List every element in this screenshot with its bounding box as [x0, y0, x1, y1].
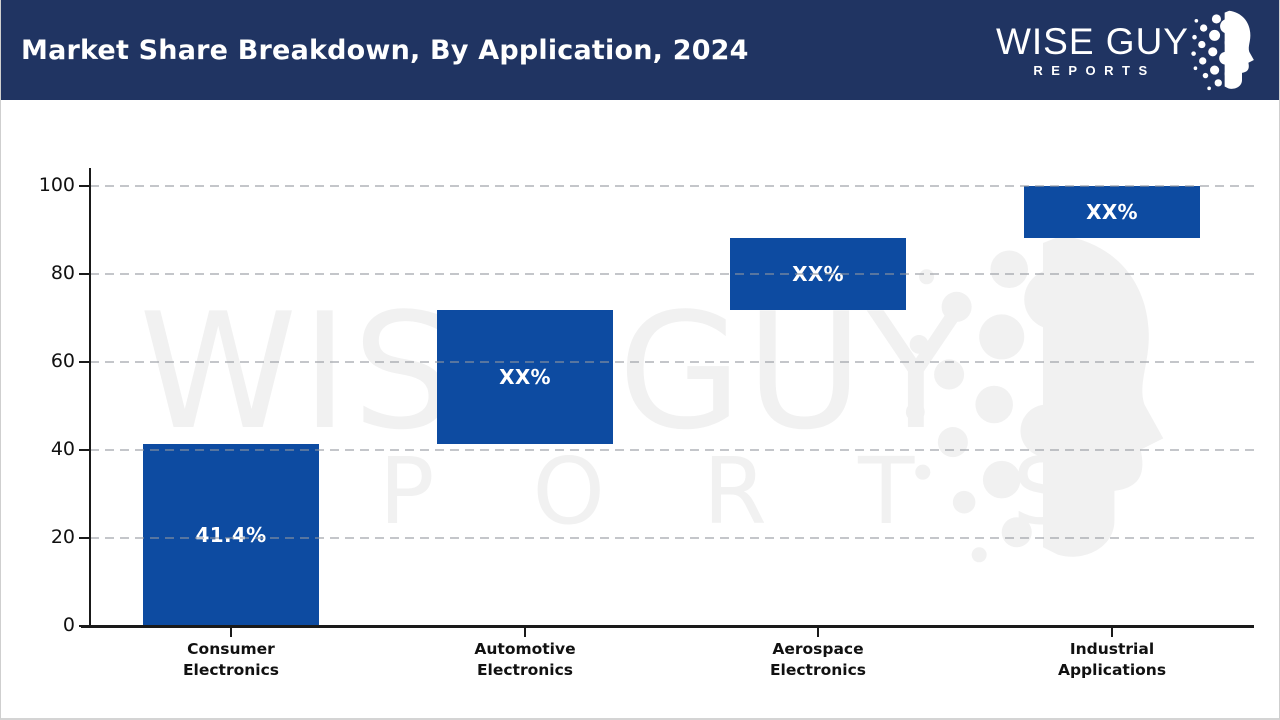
y-tick-mark-20 — [79, 537, 90, 539]
x-category-label: Industrial Applications — [1057, 640, 1167, 679]
x-tick-mark-1 — [524, 628, 526, 637]
bar-value-label: 41.4% — [195, 522, 267, 547]
x-category-label: Automotive Electronics — [474, 640, 576, 679]
x-tick-mark-2 — [817, 628, 819, 637]
bar-1: XX% — [437, 309, 613, 444]
y-tick-label-40: 40 — [50, 438, 75, 461]
y-tick-mark-100 — [79, 185, 90, 187]
bar-0: 41.4% — [143, 443, 319, 626]
y-tick-label-100: 100 — [38, 174, 75, 197]
logo-subtext: REPORTS — [1033, 63, 1156, 78]
wiseguy-logo-text: WISE GUY REPORTS — [996, 23, 1189, 77]
page-title: Market Share Breakdown, By Application, … — [21, 34, 749, 66]
bar-value-label: XX% — [1086, 199, 1138, 224]
x-tick-mark-3 — [1111, 628, 1113, 637]
y-tick-label-80: 80 — [50, 262, 75, 285]
y-tick-mark-40 — [79, 449, 90, 451]
bar-2: XX% — [730, 237, 906, 310]
y-tick-mark-60 — [79, 361, 90, 363]
y-axis-line — [89, 168, 91, 627]
gridline-60 — [90, 361, 1254, 363]
bar-3: XX% — [1024, 186, 1200, 238]
gridline-80 — [90, 273, 1254, 275]
x-tick-mark-0 — [230, 628, 232, 637]
x-axis-line — [81, 625, 1254, 628]
logo-wordmark: WISE GUY — [995, 21, 1189, 62]
wiseguy-head-icon — [1191, 10, 1254, 91]
y-tick-label-0: 0 — [62, 614, 75, 637]
y-tick-label-20: 20 — [50, 526, 75, 549]
y-tick-mark-0 — [79, 625, 90, 627]
wiseguy-head-icon — [905, 235, 1164, 563]
y-tick-mark-80 — [79, 273, 90, 275]
x-category-label: Consumer Electronics — [182, 640, 280, 679]
header-bar: Market Share Breakdown, By Application, … — [1, 0, 1279, 100]
x-category-label: Aerospace Electronics — [769, 640, 867, 679]
wiseguy-logo: WISE GUY REPORTS — [996, 8, 1255, 92]
bar-value-label: XX% — [792, 261, 844, 286]
y-tick-label-60: 60 — [50, 350, 75, 373]
watermark-text-line2: PORTS — [379, 438, 1169, 545]
bar-value-label: XX% — [499, 364, 551, 389]
